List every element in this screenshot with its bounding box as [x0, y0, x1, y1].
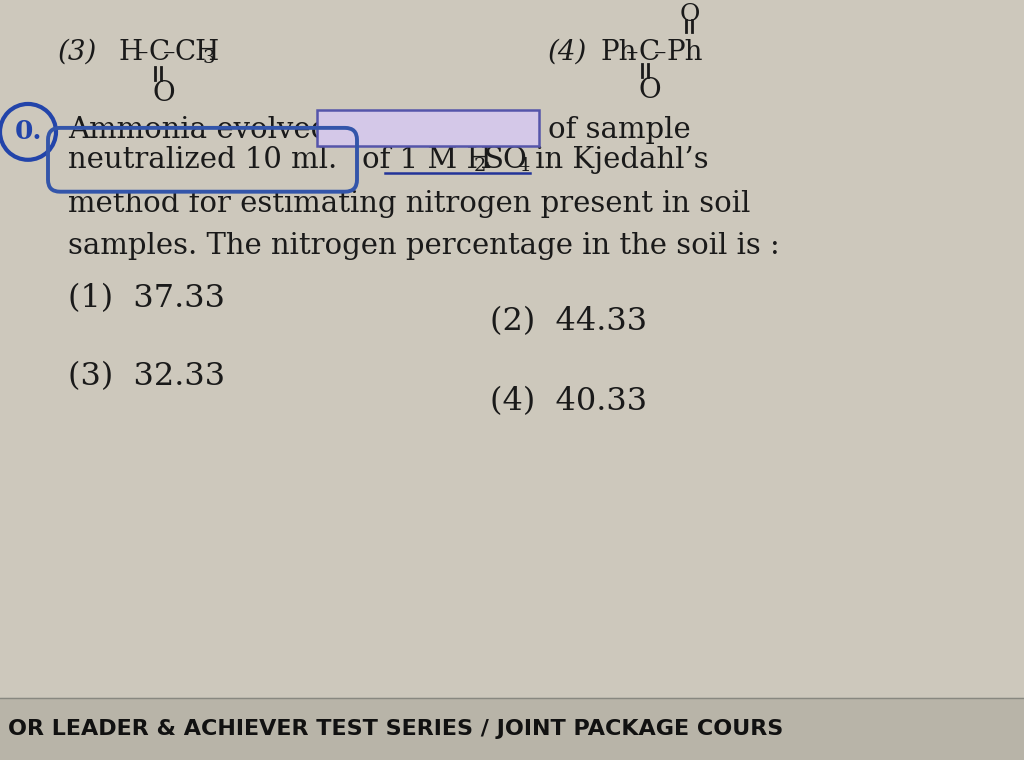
Text: (4)  40.33: (4) 40.33 [490, 385, 647, 416]
Text: –: – [654, 40, 667, 64]
Text: –: – [136, 40, 148, 64]
Text: neutralized 10 ml.: neutralized 10 ml. [68, 146, 337, 174]
Text: OR LEADER & ACHIEVER TEST SERIES / JOINT PACKAGE COURS: OR LEADER & ACHIEVER TEST SERIES / JOINT… [8, 719, 783, 739]
Text: –: – [626, 40, 639, 64]
Text: (4): (4) [548, 39, 588, 65]
Text: Ph: Ph [666, 39, 702, 65]
Text: method for estimating nitrogen present in soil: method for estimating nitrogen present i… [68, 190, 751, 217]
Text: 3: 3 [203, 49, 215, 67]
Text: samples. The nitrogen percentage in the soil is :: samples. The nitrogen percentage in the … [68, 232, 779, 259]
Text: H: H [118, 39, 142, 65]
Text: CH: CH [175, 39, 220, 65]
Text: of sample: of sample [548, 116, 691, 144]
Text: (1)  37.33: (1) 37.33 [68, 283, 225, 314]
Text: from  0.75  g: from 0.75 g [333, 114, 523, 142]
Text: O: O [152, 81, 175, 107]
Text: 2: 2 [474, 157, 486, 175]
Text: of 1 M H: of 1 M H [362, 146, 492, 174]
Text: –: – [163, 40, 175, 64]
FancyBboxPatch shape [317, 110, 539, 146]
Bar [0, 698, 1024, 760]
Text: C: C [638, 39, 659, 65]
Text: 0.: 0. [14, 119, 42, 144]
Text: O: O [680, 3, 700, 26]
Text: Ammonia evolved: Ammonia evolved [68, 116, 330, 144]
Text: in Kjedahl’s: in Kjedahl’s [526, 146, 709, 174]
Text: (3): (3) [58, 39, 97, 65]
Text: SO: SO [483, 146, 527, 174]
Text: O: O [638, 78, 660, 104]
Text: C: C [148, 39, 169, 65]
Text: (3)  32.33: (3) 32.33 [68, 361, 225, 391]
Text: 4: 4 [517, 157, 529, 175]
Text: Ph: Ph [600, 39, 637, 65]
Text: (2)  44.33: (2) 44.33 [490, 306, 647, 337]
